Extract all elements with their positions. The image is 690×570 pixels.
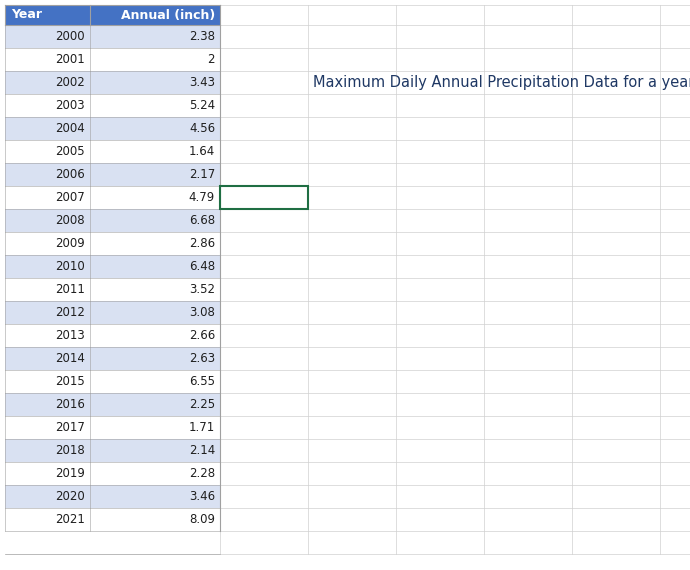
Bar [90, 232, 220, 255]
Text: 2008: 2008 [55, 214, 85, 227]
Text: 2.25: 2.25 [189, 398, 215, 411]
Text: 2.86: 2.86 [189, 237, 215, 250]
Bar [90, 508, 220, 531]
Text: 2000: 2000 [55, 30, 85, 43]
Bar [5, 232, 90, 255]
Bar [5, 5, 220, 25]
Text: 2.38: 2.38 [189, 30, 215, 43]
Bar [5, 71, 90, 94]
Bar [90, 347, 220, 370]
Text: 3.08: 3.08 [189, 306, 215, 319]
Text: 4.79: 4.79 [189, 191, 215, 204]
Bar [5, 370, 90, 393]
Bar [90, 255, 220, 278]
Bar [5, 485, 90, 508]
Bar [5, 416, 90, 439]
Bar [90, 209, 220, 232]
Text: 2.66: 2.66 [189, 329, 215, 342]
Text: 2.28: 2.28 [189, 467, 215, 480]
Bar [220, 186, 308, 209]
Bar [90, 439, 220, 462]
Bar [90, 531, 220, 554]
Bar [5, 94, 90, 117]
Text: 3.46: 3.46 [189, 490, 215, 503]
Text: 2017: 2017 [55, 421, 85, 434]
Bar [90, 140, 220, 163]
Text: 2.14: 2.14 [189, 444, 215, 457]
Text: 2011: 2011 [55, 283, 85, 296]
Bar [5, 140, 90, 163]
Text: 6.48: 6.48 [189, 260, 215, 273]
Bar [5, 209, 90, 232]
Bar [90, 462, 220, 485]
Text: 2007: 2007 [55, 191, 85, 204]
Bar [90, 48, 220, 71]
Bar [90, 485, 220, 508]
Text: 2020: 2020 [55, 490, 85, 503]
Text: 4.56: 4.56 [189, 122, 215, 135]
Bar [90, 94, 220, 117]
Bar [5, 531, 90, 554]
Text: 1.64: 1.64 [189, 145, 215, 158]
Text: 2021: 2021 [55, 513, 85, 526]
Bar [5, 393, 90, 416]
Text: 2002: 2002 [55, 76, 85, 89]
Text: Annual (inch): Annual (inch) [121, 9, 215, 22]
Text: 2019: 2019 [55, 467, 85, 480]
Text: 2001: 2001 [55, 53, 85, 66]
Bar [90, 416, 220, 439]
Bar [90, 324, 220, 347]
Bar [5, 117, 90, 140]
Text: 3.52: 3.52 [189, 283, 215, 296]
Bar [5, 25, 90, 48]
Bar [90, 71, 220, 94]
Text: 1.71: 1.71 [189, 421, 215, 434]
Text: 2018: 2018 [55, 444, 85, 457]
Text: 2010: 2010 [55, 260, 85, 273]
Bar [5, 48, 90, 71]
Bar [5, 301, 90, 324]
Text: 2016: 2016 [55, 398, 85, 411]
Text: Year: Year [11, 9, 42, 22]
Text: 2006: 2006 [55, 168, 85, 181]
Text: 2013: 2013 [55, 329, 85, 342]
Bar [90, 186, 220, 209]
Text: 2015: 2015 [55, 375, 85, 388]
Bar [90, 163, 220, 186]
Text: 2005: 2005 [55, 145, 85, 158]
Bar [5, 163, 90, 186]
Text: 2014: 2014 [55, 352, 85, 365]
Bar [5, 508, 90, 531]
Text: 2: 2 [208, 53, 215, 66]
Text: 2.63: 2.63 [189, 352, 215, 365]
Text: 3.43: 3.43 [189, 76, 215, 89]
Text: 2012: 2012 [55, 306, 85, 319]
Bar [5, 347, 90, 370]
Text: 2.17: 2.17 [189, 168, 215, 181]
Bar [90, 393, 220, 416]
Bar [90, 278, 220, 301]
Bar [90, 25, 220, 48]
Bar [5, 439, 90, 462]
Text: 6.55: 6.55 [189, 375, 215, 388]
Text: Maximum Daily Annual Precipitation Data for a year.: Maximum Daily Annual Precipitation Data … [313, 75, 690, 90]
Text: 8.09: 8.09 [189, 513, 215, 526]
Bar [90, 301, 220, 324]
Text: 5.24: 5.24 [189, 99, 215, 112]
Text: 2004: 2004 [55, 122, 85, 135]
Bar [5, 324, 90, 347]
Text: 6.68: 6.68 [189, 214, 215, 227]
Bar [5, 462, 90, 485]
Bar [90, 117, 220, 140]
Bar [90, 370, 220, 393]
Text: 2009: 2009 [55, 237, 85, 250]
Bar [5, 255, 90, 278]
Text: 2003: 2003 [55, 99, 85, 112]
Bar [5, 278, 90, 301]
Bar [5, 186, 90, 209]
